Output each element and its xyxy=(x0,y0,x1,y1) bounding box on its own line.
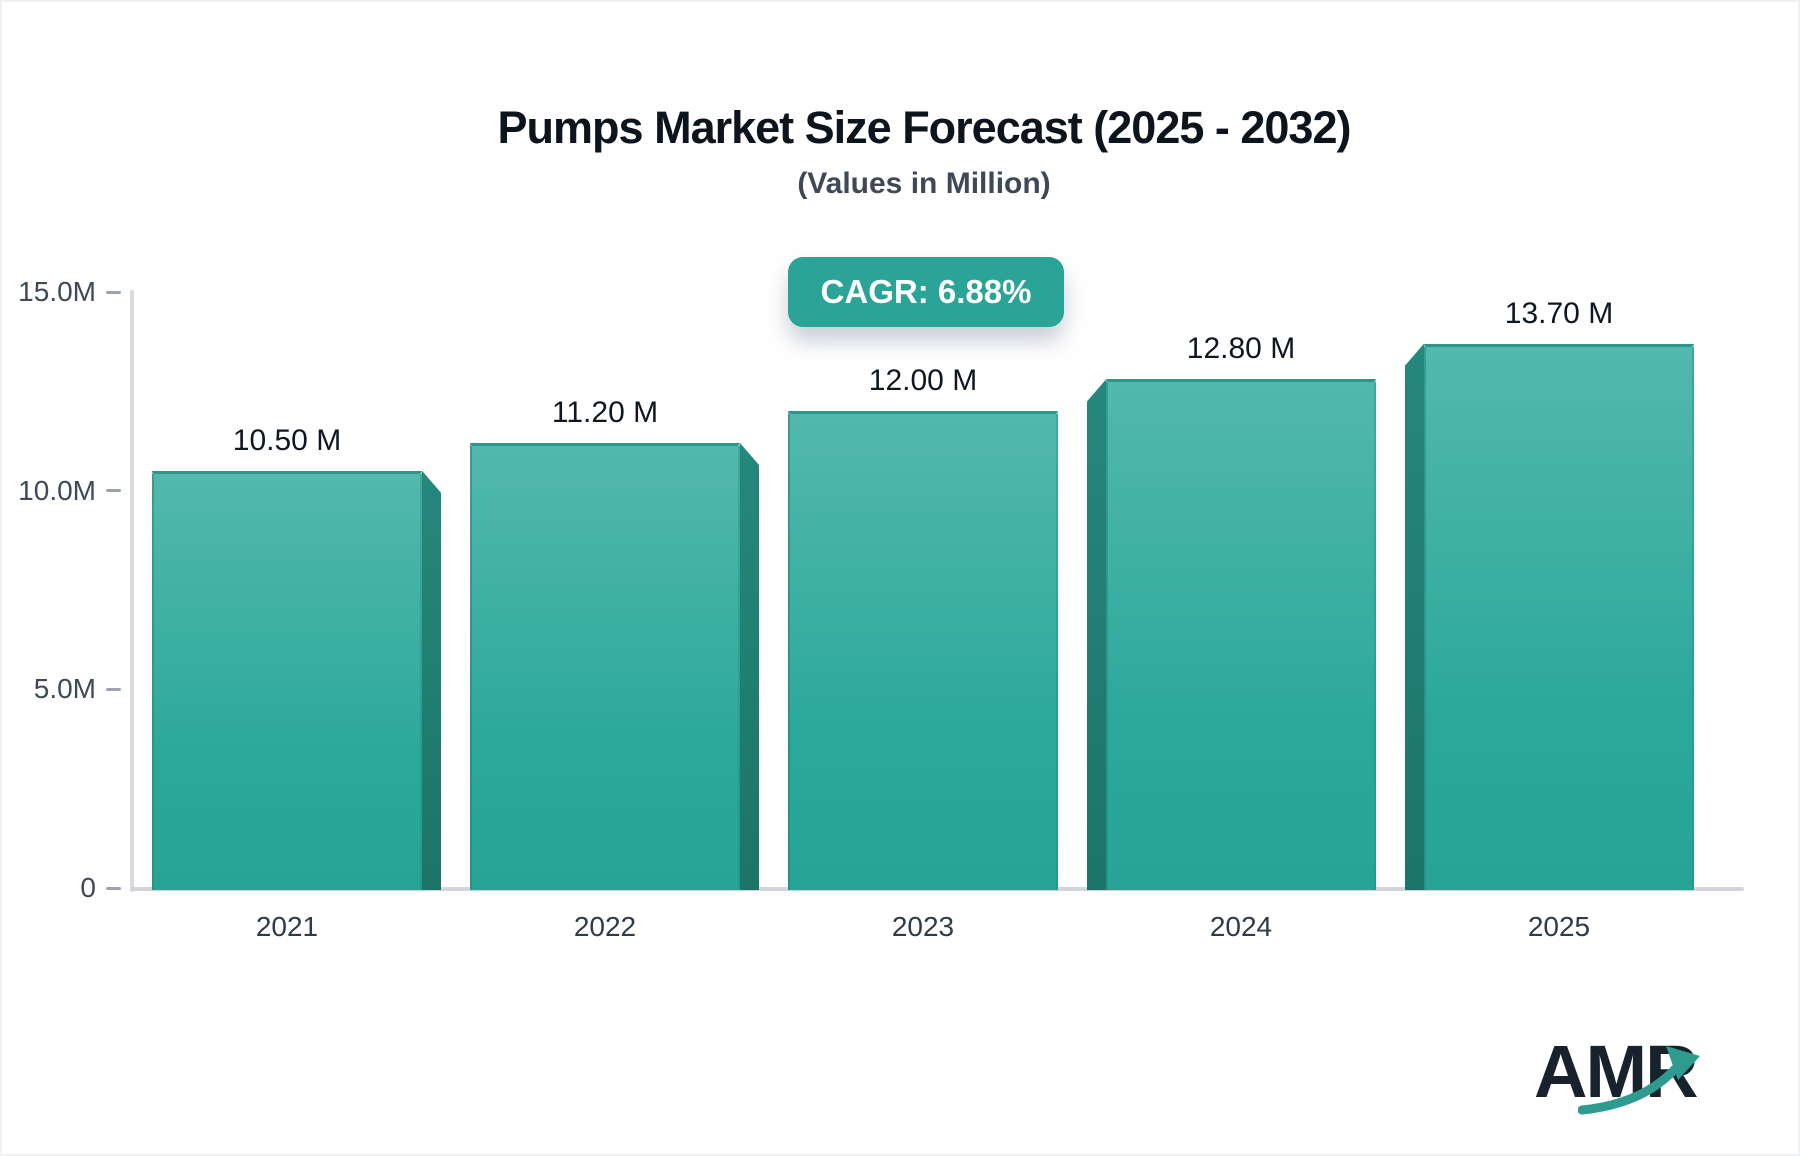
bar-value-label: 12.00 M xyxy=(868,364,978,398)
amr-logo: AMR xyxy=(1534,1032,1744,1127)
x-axis-label: 2021 xyxy=(255,911,319,942)
y-axis-tick xyxy=(106,886,121,890)
bar-value-label: 10.50 M xyxy=(232,423,342,457)
bar-side-face xyxy=(1087,379,1106,890)
cagr-badge: CAGR: 6.88% xyxy=(788,257,1064,327)
y-axis-label: 15.0M xyxy=(18,276,96,307)
x-axis-label: 2024 xyxy=(1209,911,1273,942)
bar-side-face xyxy=(1405,343,1424,890)
bar xyxy=(1106,379,1376,890)
bar-value-label: 13.70 M xyxy=(1504,296,1614,330)
y-axis-line xyxy=(130,290,134,892)
growth-arrow-icon xyxy=(1578,1046,1700,1115)
x-axis-label: 2022 xyxy=(573,911,637,942)
y-axis-label: 0 xyxy=(80,872,96,903)
bar-value-label: 12.80 M xyxy=(1186,332,1296,366)
bar-side-face xyxy=(740,442,759,890)
x-axis-label: 2025 xyxy=(1527,911,1591,942)
y-axis-tick xyxy=(106,687,121,691)
chart-title: Pumps Market Size Forecast (2025 - 2032) xyxy=(497,102,1352,153)
y-axis-label: 10.0M xyxy=(18,474,96,506)
y-axis-tick xyxy=(106,489,121,493)
bar-side-face xyxy=(422,470,441,890)
y-axis-tick xyxy=(106,290,121,294)
chart-subtitle: (Values in Million) xyxy=(797,167,1051,200)
bar xyxy=(470,442,740,890)
bar-value-label: 11.20 M xyxy=(551,395,659,429)
bar xyxy=(1424,343,1694,890)
bar xyxy=(788,411,1058,890)
y-axis-label: 5.0M xyxy=(33,673,96,705)
bar xyxy=(152,470,422,890)
x-axis-label: 2023 xyxy=(891,911,955,942)
